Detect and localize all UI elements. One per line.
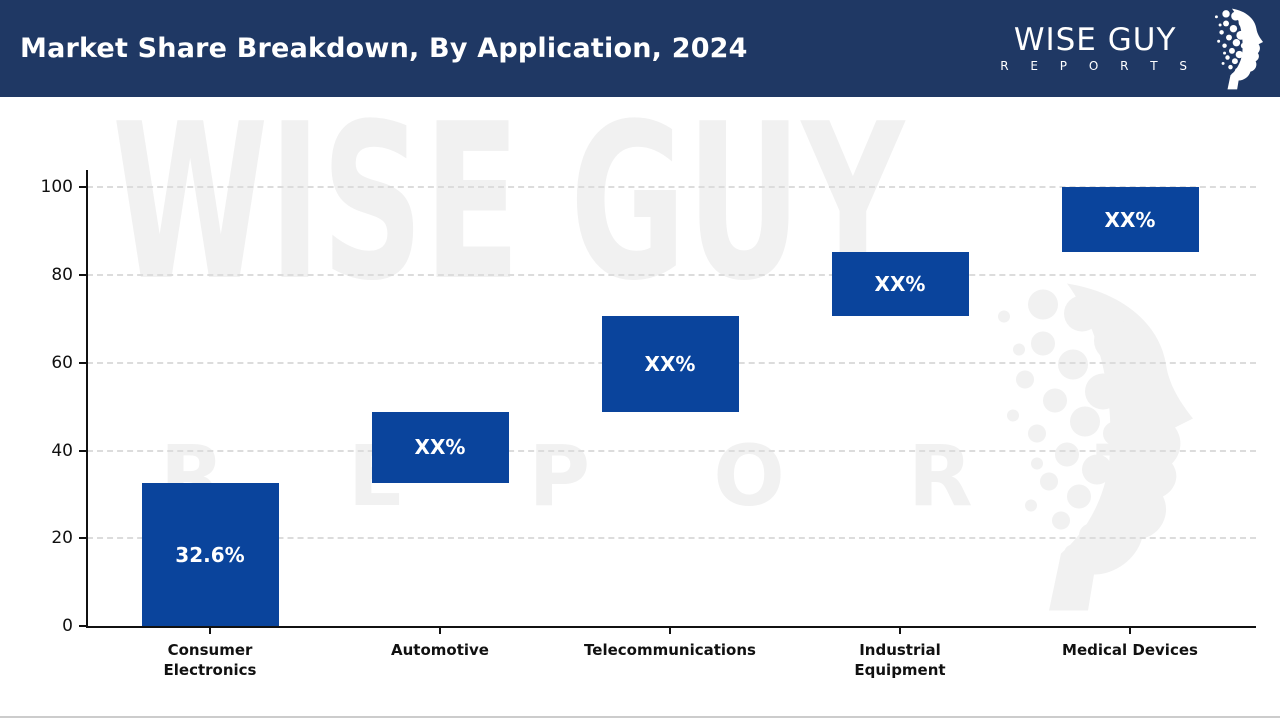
x-tick-mark (899, 628, 901, 634)
footer-divider (0, 716, 1280, 718)
y-tick-label-100: 100 (40, 177, 73, 198)
gridline-40 (87, 449, 1256, 452)
y-tick-label-40: 40 (51, 440, 73, 461)
y-tick-label-60: 60 (51, 352, 73, 373)
y-tick-mark-80 (79, 274, 86, 277)
x-axis-line (86, 626, 1256, 628)
y-tick-mark-0 (79, 625, 86, 627)
x-tick-mark (1129, 628, 1131, 634)
chart-area: WISE GUY R E P O R T S 0 20 40 60 80 100 32.6… (0, 77, 1280, 720)
bar-value-label: XX% (414, 435, 466, 460)
bar-automotive: XX% (371, 411, 509, 483)
header: Market Share Breakdown, By Application, … (0, 0, 1280, 97)
x-tick-mark (209, 628, 211, 634)
wiseguy-logo: WISE GUY R E P O R T S (994, 6, 1266, 92)
y-tick-label-80: 80 (51, 265, 73, 286)
y-tick-mark-20 (79, 537, 86, 540)
x-category-label-telecommunications: Telecommunications (584, 641, 756, 659)
x-category-label-automotive: Automotive (391, 641, 489, 659)
bar-value-label: XX% (874, 271, 926, 296)
watermark-face-icon (998, 283, 1193, 611)
y-axis-line (86, 169, 88, 628)
y-tick-mark-40 (79, 449, 86, 452)
y-tick-mark-100 (79, 186, 86, 189)
gridline-100 (87, 186, 1256, 189)
x-category-label-industrial-equipment: Industrial Equipment (854, 641, 946, 680)
bar-industrial-equipment: XX% (831, 251, 969, 316)
y-tick-label-20: 20 (51, 528, 73, 549)
y-tick-label-0: 0 (62, 616, 73, 636)
watermark-wordmark: WISE GUY (112, 77, 905, 328)
logo-wordmark: WISE GUY (1013, 22, 1177, 59)
logo-subtext: R E P O R T S (1000, 58, 1196, 73)
wiseguy-face-icon (1214, 8, 1264, 89)
bar-telecommunications: XX% (601, 315, 739, 412)
gridline-20 (87, 537, 1256, 540)
logo-text: WISE GUY R E P O R T S (994, 24, 1196, 73)
bar-value-label: XX% (1104, 207, 1156, 232)
x-tick-mark (439, 628, 441, 634)
bar-consumer-electronics: 32.6% (141, 483, 279, 626)
page-title: Market Share Breakdown, By Application, … (20, 33, 748, 64)
x-category-label-consumer-electronics: Consumer Electronics (163, 641, 257, 680)
y-tick-mark-60 (79, 361, 86, 364)
bar-medical-devices: XX% (1061, 187, 1199, 252)
bar-value-label: XX% (644, 351, 696, 376)
bar-value-label: 32.6% (175, 542, 245, 567)
x-category-label-medical-devices: Medical Devices (1062, 641, 1198, 659)
gridline-80 (87, 274, 1256, 277)
x-tick-mark (669, 628, 671, 634)
